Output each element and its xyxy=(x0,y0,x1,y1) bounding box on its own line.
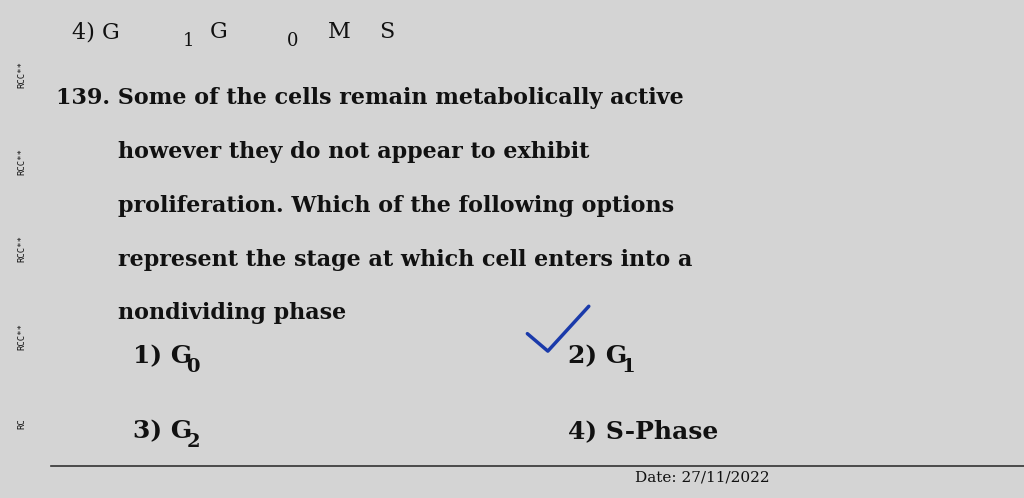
Text: RCC**: RCC** xyxy=(17,323,26,350)
Text: RCC**: RCC** xyxy=(17,236,26,262)
Text: 0: 0 xyxy=(287,32,298,50)
Text: S: S xyxy=(379,21,394,43)
Text: G: G xyxy=(210,21,227,43)
Text: 2) G: 2) G xyxy=(568,344,628,368)
Text: 2: 2 xyxy=(186,433,200,451)
Text: RCC**: RCC** xyxy=(17,61,26,88)
Text: nondividing phase: nondividing phase xyxy=(118,302,346,324)
Text: represent the stage at which cell enters into a: represent the stage at which cell enters… xyxy=(118,249,692,270)
Text: Date: 27/11/2022: Date: 27/11/2022 xyxy=(635,471,769,485)
Text: 3) G: 3) G xyxy=(133,419,193,443)
Text: RC: RC xyxy=(17,418,26,429)
Text: 4) S-Phase: 4) S-Phase xyxy=(568,419,719,443)
Text: 1: 1 xyxy=(182,32,194,50)
Text: 0: 0 xyxy=(186,358,200,376)
Text: RCC**: RCC** xyxy=(17,148,26,175)
Text: 4) G: 4) G xyxy=(72,21,120,43)
Text: 1) G: 1) G xyxy=(133,344,193,368)
Text: however they do not appear to exhibit: however they do not appear to exhibit xyxy=(118,141,589,163)
Text: 139. Some of the cells remain metabolically active: 139. Some of the cells remain metabolica… xyxy=(56,87,684,109)
Text: 1: 1 xyxy=(622,358,635,376)
Text: M: M xyxy=(328,21,350,43)
Text: proliferation. Which of the following options: proliferation. Which of the following op… xyxy=(118,195,674,217)
